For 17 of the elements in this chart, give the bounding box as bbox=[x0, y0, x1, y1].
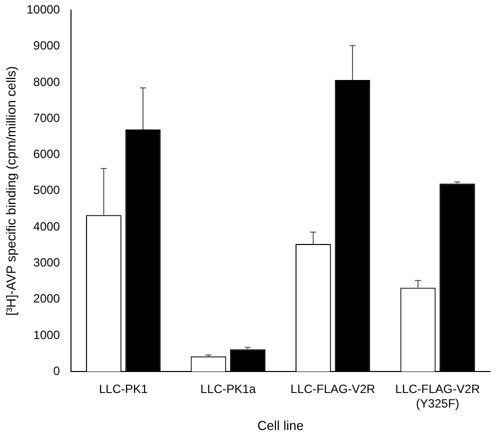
y-tick-label: 9000 bbox=[33, 38, 60, 53]
y-tick-label: 0 bbox=[53, 364, 60, 378]
y-tick-label: 8000 bbox=[33, 74, 60, 89]
x-tick-label: LLC-FLAG-V2R (Y325F) bbox=[395, 382, 480, 411]
y-tick-label: 7000 bbox=[33, 110, 60, 125]
y-tick-label: 5000 bbox=[33, 183, 60, 198]
y-tick-label: 4000 bbox=[33, 219, 60, 234]
y-tick-label: 6000 bbox=[33, 147, 60, 162]
y-axis-title: [³H]-AVP specific binding (cpm/million cells) bbox=[3, 66, 18, 316]
x-tick-label: LLC-PK1a bbox=[200, 382, 256, 396]
x-axis-title: Cell line bbox=[257, 418, 304, 433]
x-tick-label: LLC-PK1 bbox=[98, 382, 148, 396]
y-tick-label: 2000 bbox=[33, 292, 60, 306]
x-tick-label: LLC-FLAG-V2R bbox=[290, 382, 376, 396]
y-tick-label: 1000 bbox=[33, 328, 60, 342]
y-tick-label: 3000 bbox=[33, 255, 60, 270]
y-tick-label: 10000 bbox=[26, 2, 60, 17]
